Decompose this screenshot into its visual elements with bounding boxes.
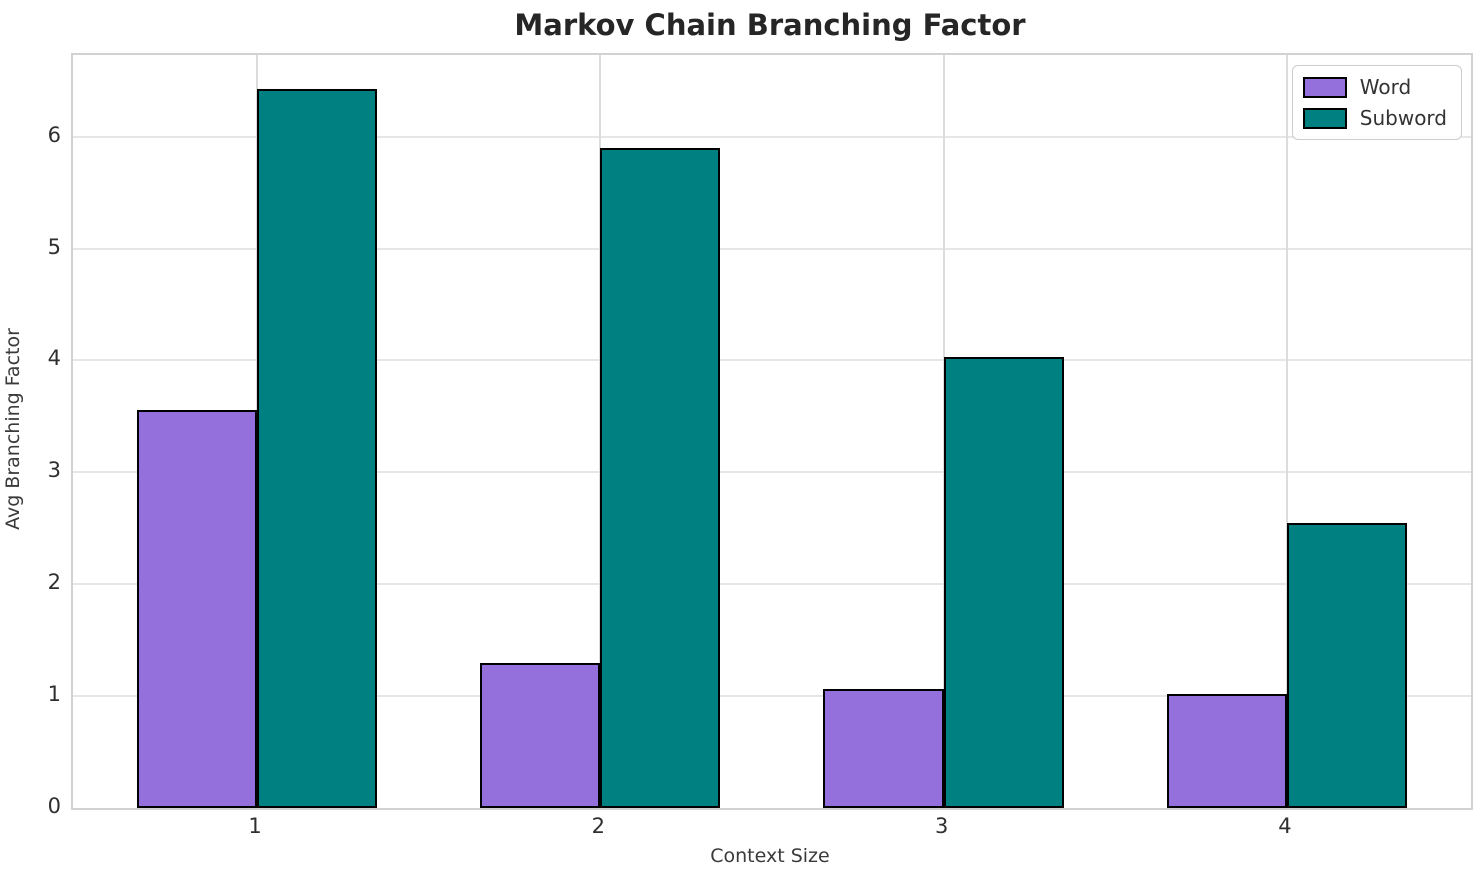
bar-subword-3 — [943, 357, 1064, 808]
bar-subword-1 — [257, 88, 378, 808]
y-tick-label-3: 3 — [47, 458, 61, 483]
y-gridline-2 — [73, 583, 1471, 586]
y-tick-label-5: 5 — [47, 234, 61, 259]
y-tick-label-2: 2 — [47, 570, 61, 595]
y-tick-label-4: 4 — [47, 346, 61, 371]
bar-word-4 — [1166, 693, 1287, 808]
plot-area: Word Subword — [71, 53, 1473, 810]
x-tick-label-3: 3 — [934, 814, 949, 838]
bar-word-1 — [136, 409, 257, 808]
chart-title: Markov Chain Branching Factor — [514, 8, 1026, 42]
legend-swatch-word — [1302, 76, 1347, 98]
y-gridline-4 — [73, 359, 1471, 362]
bar-subword-4 — [1286, 522, 1408, 808]
legend-item-word: Word — [1302, 75, 1447, 99]
bar-subword-2 — [600, 147, 721, 808]
bar-word-3 — [823, 689, 944, 808]
legend-swatch-subword — [1302, 107, 1347, 129]
y-tick-label-0: 0 — [47, 794, 61, 818]
y-gridline-3 — [73, 471, 1471, 474]
y-gridline-1 — [73, 695, 1471, 698]
bar-word-2 — [480, 662, 601, 808]
legend: Word Subword — [1291, 65, 1462, 140]
y-gridline-5 — [73, 247, 1471, 250]
x-tick-label-2: 2 — [591, 814, 606, 838]
y-gridline-6 — [73, 135, 1471, 138]
x-gridline-4 — [1285, 55, 1288, 808]
x-axis-label: Context Size — [710, 845, 830, 867]
legend-label-word: Word — [1359, 75, 1412, 99]
legend-item-subword: Subword — [1302, 106, 1447, 130]
y-tick-label-6: 6 — [47, 122, 61, 147]
legend-label-subword: Subword — [1359, 106, 1447, 130]
x-tick-label-4: 4 — [1278, 814, 1292, 838]
y-tick-label-1: 1 — [47, 682, 61, 707]
x-tick-label-1: 1 — [248, 814, 262, 838]
